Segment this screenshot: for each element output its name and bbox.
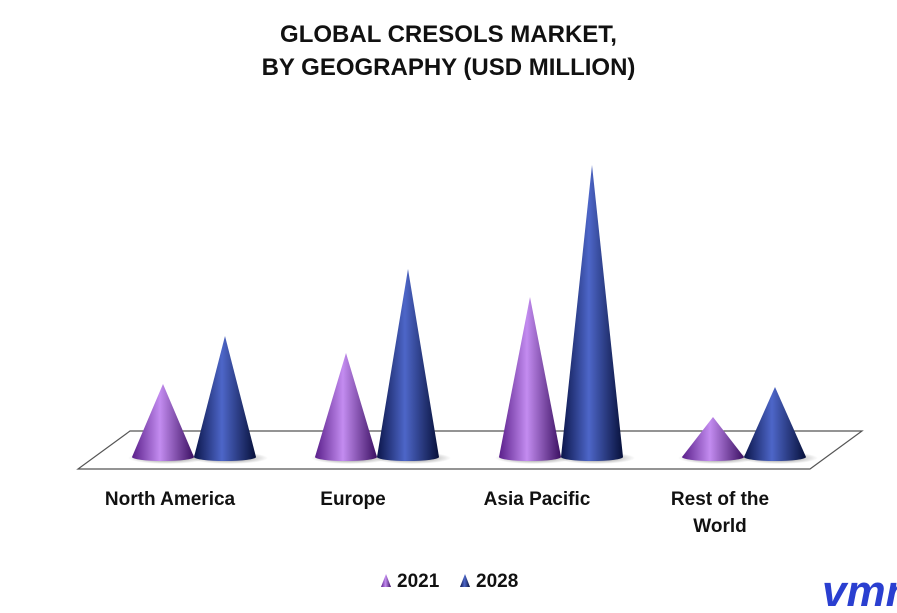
legend-label-2028: 2028 <box>476 571 518 592</box>
cone-2021-3 <box>682 417 744 461</box>
cone-2028-2 <box>561 165 623 461</box>
vmr-logo: vmr <box>822 567 897 613</box>
category-label-1-0: Europe <box>320 489 385 510</box>
legend-label-2021: 2021 <box>397 571 440 592</box>
legend-marker-2021 <box>381 574 391 587</box>
cone-2028-0 <box>194 336 256 461</box>
cone-2021-2 <box>499 297 561 461</box>
category-label-0-0: North America <box>105 489 236 510</box>
category-label-2-0: Asia Pacific <box>484 489 591 510</box>
cone-2021-0 <box>132 384 194 461</box>
category-label-3-1: World <box>693 516 746 537</box>
chart-title: GLOBAL CRESOLS MARKET, BY GEOGRAPHY (USD… <box>0 18 897 84</box>
legend-marker-2028 <box>460 574 470 587</box>
legend: 2021 2028 <box>381 571 518 592</box>
cone-2028-1 <box>377 269 439 461</box>
category-label-3-0: Rest of the <box>671 489 769 510</box>
chart-floor <box>76 430 864 470</box>
cone-2021-1 <box>315 353 377 461</box>
cone-2028-3 <box>744 387 806 461</box>
cones <box>132 165 806 461</box>
svg-text:vmr: vmr <box>822 567 897 613</box>
category-labels: North America Europe Asia Pacific Rest of t… <box>105 489 769 537</box>
chart-title-line-2: BY GEOGRAPHY (USD MILLION) <box>261 54 636 81</box>
chart-title-line-1: GLOBAL CRESOLS MARKET, <box>280 21 617 48</box>
